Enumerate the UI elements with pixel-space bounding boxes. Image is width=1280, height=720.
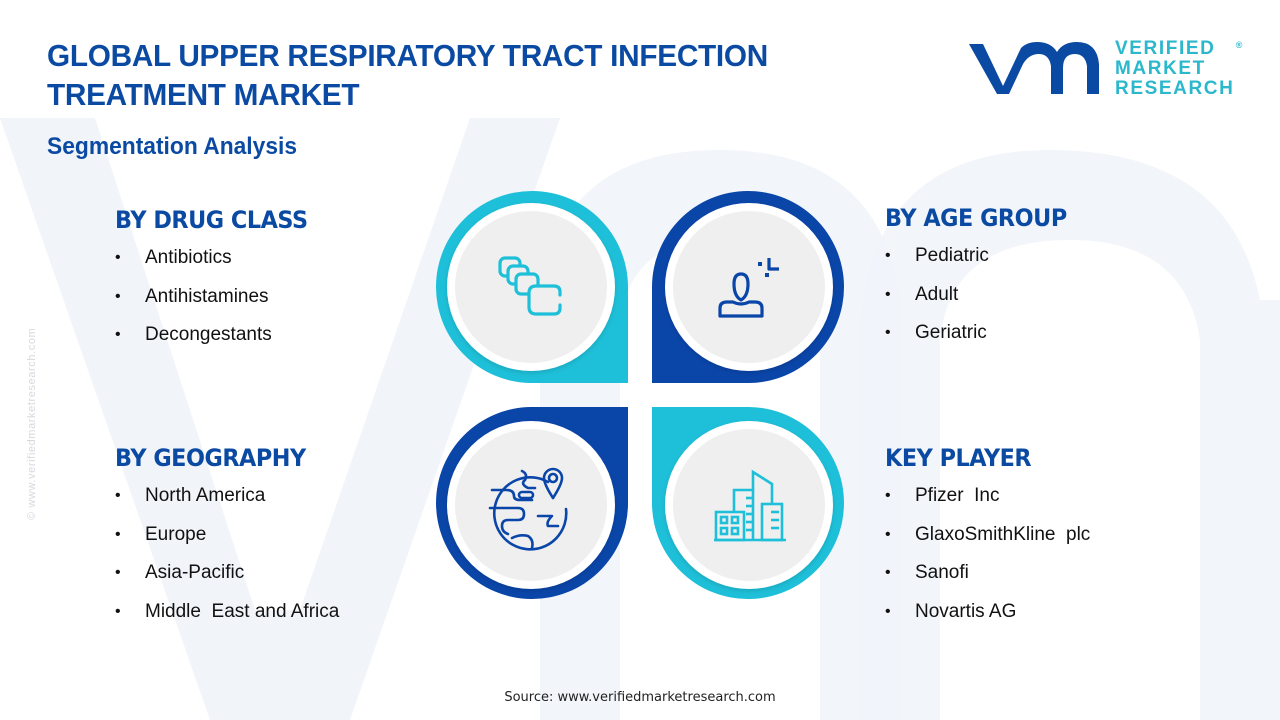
- list-item: • Europe: [115, 523, 339, 562]
- list-item-label: Antibiotics: [145, 247, 232, 268]
- list-item-label: Europe: [145, 523, 207, 545]
- bullet-icon: •: [885, 324, 891, 341]
- segment-list: • Pfizer Inc • GlaxoSmithKline plc • Sanofi…: [885, 484, 1090, 638]
- bullet-icon: •: [115, 287, 121, 305]
- bullet-icon: •: [885, 285, 891, 303]
- side-watermark-url: © www.verifiedmarketresearch.com: [26, 327, 38, 520]
- list-item: • Sanofi: [885, 561, 1090, 600]
- list-item: • Asia-Pacific: [115, 561, 339, 600]
- segment-heading: KEY PLAYER: [885, 444, 1032, 472]
- bullet-icon: •: [885, 487, 891, 504]
- list-item: • North America: [115, 484, 339, 523]
- list-item-label: Decongestants: [145, 324, 272, 345]
- list-item: • GlaxoSmithKline plc: [885, 523, 1090, 562]
- pills-capsules-icon: [498, 256, 562, 316]
- page-title-line-1: GLOBAL UPPER RESPIRATORY TRACT INFECTION: [47, 38, 768, 73]
- list-item: • Adult: [885, 283, 1080, 322]
- list-item-label: Sanofi: [915, 562, 969, 583]
- list-item-label: Novartis AG: [915, 600, 1017, 622]
- segment-heading: BY DRUG CLASS: [115, 206, 308, 234]
- bullet-icon: •: [115, 487, 121, 504]
- list-item: • Pfizer Inc: [885, 484, 1090, 523]
- list-item-label: GlaxoSmithKline plc: [915, 523, 1091, 545]
- page-title-line-2: TREATMENT MARKET: [47, 77, 360, 112]
- segment-heading: BY AGE GROUP: [885, 204, 1067, 232]
- list-item: • Antibiotics: [115, 246, 322, 285]
- page-subtitle: Segmentation Analysis: [47, 133, 298, 160]
- segment-list: • Pediatric • Adult • Geriatric: [885, 244, 1080, 360]
- bullet-icon: •: [885, 602, 891, 620]
- registered-mark: ®: [1235, 40, 1243, 50]
- list-item-label: Pfizer Inc: [915, 485, 1000, 506]
- bullet-icon: •: [115, 326, 121, 343]
- logo-line-market: MARKET: [1115, 58, 1206, 79]
- segment-key-player: KEY PLAYER • Pfizer Inc • GlaxoSmithKline …: [885, 444, 1090, 638]
- vmr-logo-mark-icon: [969, 42, 1099, 94]
- company-logo: VERIFIED MARKET RESEARCH ®: [965, 38, 1242, 100]
- segment-list: • Antibiotics • Antihistamines • Decongesta…: [115, 246, 322, 362]
- person-age-icon: [718, 258, 779, 318]
- source-footnote: Source: www.verifiedmarketresearch.com: [504, 690, 776, 705]
- list-item-label: Middle East and Africa: [145, 600, 340, 622]
- segment-age-group: BY AGE GROUP • Pediatric • Adult • Geriatri…: [885, 204, 1080, 360]
- logo-line-verified: VERIFIED: [1115, 38, 1216, 59]
- segment-list: • North America • Europe • Asia-Pacific • Mi…: [115, 484, 339, 638]
- petal-geography: [436, 407, 628, 599]
- logo-wordmark: VERIFIED MARKET RESEARCH ®: [1115, 38, 1242, 99]
- list-item-label: Antihistamines: [145, 285, 269, 307]
- petal-drug-class: [436, 191, 628, 383]
- bullet-icon: •: [885, 247, 891, 264]
- globe-location-pin-icon: [488, 467, 568, 551]
- bullet-icon: •: [115, 602, 121, 620]
- list-item-label: Adult: [915, 283, 959, 305]
- bullet-icon: •: [115, 249, 121, 266]
- bullet-icon: •: [115, 525, 121, 543]
- petal-age-group: [652, 191, 845, 383]
- page-title: GLOBAL UPPER RESPIRATORY TRACT INFECTION…: [47, 36, 768, 114]
- bullet-icon: •: [885, 564, 891, 581]
- list-item: • Middle East and Africa: [115, 600, 339, 639]
- logo-line-research: RESEARCH: [1115, 78, 1235, 99]
- segment-geography: BY GEOGRAPHY • North America • Europe • Asi…: [115, 444, 339, 638]
- list-item-label: North America: [145, 485, 266, 506]
- segment-drug-class: BY DRUG CLASS • Antibiotics • Antihistamin…: [115, 206, 322, 362]
- list-item: • Pediatric: [885, 244, 1080, 283]
- bullet-icon: •: [115, 564, 121, 581]
- list-item-label: Asia-Pacific: [145, 562, 245, 583]
- bullet-icon: •: [885, 525, 891, 543]
- list-item: • Decongestants: [115, 323, 322, 362]
- city-buildings-icon: [714, 469, 786, 542]
- segment-heading: BY GEOGRAPHY: [115, 444, 306, 472]
- list-item-label: Pediatric: [915, 245, 989, 266]
- list-item: • Geriatric: [885, 321, 1080, 360]
- list-item: • Novartis AG: [885, 600, 1090, 639]
- list-item-label: Geriatric: [915, 322, 987, 343]
- petal-key-player: [652, 407, 844, 599]
- list-item: • Antihistamines: [115, 285, 322, 324]
